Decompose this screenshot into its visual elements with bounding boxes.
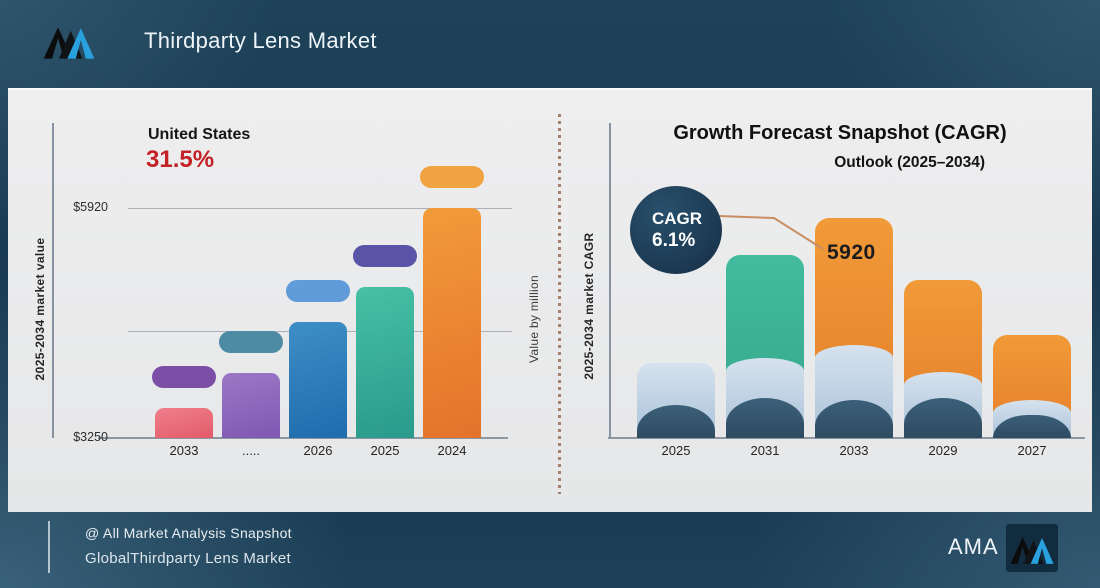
peak-value-annotation: 5920 [827, 241, 876, 264]
bar-body-2025 [356, 287, 414, 438]
bar-cap-..... [219, 331, 283, 353]
right-chart-subtitle-text: Outlook (2025–2034) [834, 154, 985, 171]
stacked-bar-base-2031 [726, 398, 804, 438]
left-chart-y-axis-line [52, 123, 54, 438]
ama-mountain-icon [43, 27, 95, 59]
stacked-bar-base-2033 [815, 400, 893, 438]
y-tick-label: $5920 [73, 200, 108, 214]
page-title: Thirdparty Lens Market [144, 28, 377, 53]
x-tick-label: 2026 [303, 443, 333, 458]
x-tick-label: 2025 [370, 443, 400, 458]
bar-cap-2033 [152, 366, 216, 388]
x-tick-label: 2027 [1017, 443, 1047, 458]
cagr-badge: CAGR 6.1% [630, 186, 722, 274]
ama-mountain-icon-footer [1010, 537, 1054, 564]
x-tick-label: 2024 [437, 443, 467, 458]
cagr-badge-label: CAGR [652, 209, 703, 228]
bar-body-..... [222, 373, 280, 438]
x-tick-label: 2033 [839, 443, 869, 458]
bar-body-2033 [155, 408, 213, 438]
x-tick-label: 2029 [928, 443, 958, 458]
cagr-badge-value: 6.1% [652, 230, 696, 251]
bar-cap-2026 [286, 280, 350, 302]
x-tick-label: ..... [241, 443, 261, 458]
header-logo [42, 16, 96, 64]
y-tick-label: $3250 [73, 430, 108, 444]
stacked-bar-base-2029 [904, 398, 982, 438]
stacked-bar-base-2027 [993, 415, 1071, 438]
x-tick-label: 2031 [750, 443, 780, 458]
right-chart-y-axis-label: 2025-2034 market CAGR [582, 232, 596, 380]
footer-brand-text: AMA [948, 534, 999, 559]
bar-cap-2024 [420, 166, 484, 188]
left-chart-highlight-value: 31.5% [146, 146, 215, 173]
gridline [128, 208, 512, 209]
left-chart-x-axis-line [98, 437, 508, 439]
right-chart-title: Growth Forecast Snapshot (CAGR) [673, 122, 1007, 144]
right-chart-subtitle: Outlook (2025–2034) [600, 154, 1080, 172]
footer-attribution: @ All Market Analysis Snapshot [85, 525, 292, 541]
footer-logo-tile [1006, 524, 1058, 572]
footer-report-name: GlobalThirdparty Lens Market [85, 550, 291, 567]
left-chart-right-axis-label: Value by million [527, 275, 541, 363]
panel-divider-dotted-line [558, 114, 561, 494]
bar-body-2024 [423, 208, 481, 438]
right-chart-y-axis-line [609, 123, 611, 438]
x-tick-label: 2025 [661, 443, 691, 458]
left-chart-y-axis-label: 2025-2034 market value [33, 237, 47, 381]
bar-body-2026 [289, 322, 347, 438]
left-chart-region-label: United States [148, 126, 251, 143]
bar-cap-2025 [353, 245, 417, 267]
footer-divider-line [48, 521, 50, 573]
x-tick-label: 2033 [169, 443, 199, 458]
